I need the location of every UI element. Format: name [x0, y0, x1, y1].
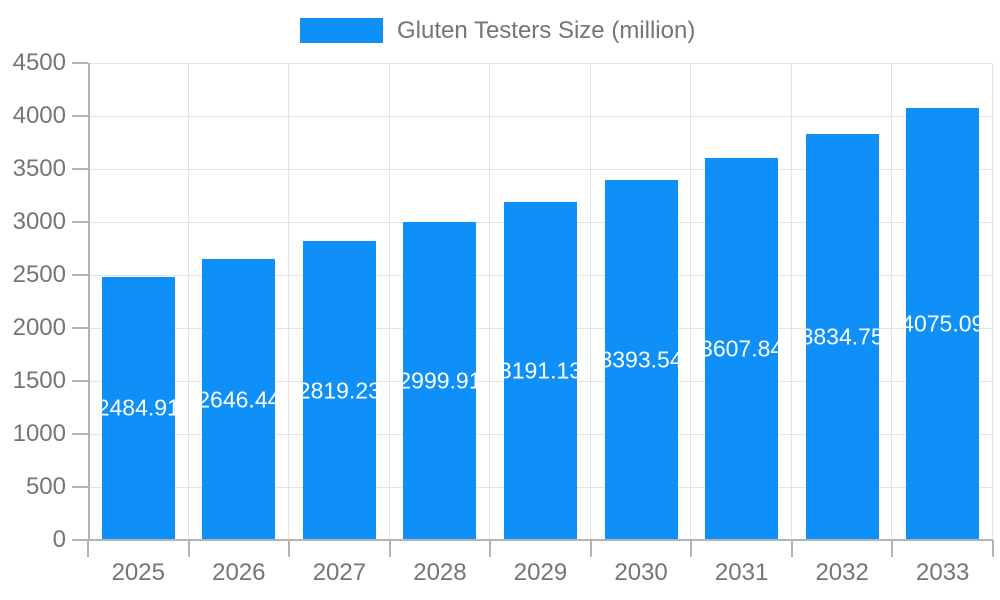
x-tick-label: 2032 [815, 559, 869, 586]
y-axis-tick [72, 221, 88, 223]
bar-value-label: 3191.13 [504, 357, 577, 384]
v-gridline [891, 63, 893, 540]
bar[interactable]: 3834.75 [805, 133, 879, 540]
x-axis-tick [87, 540, 89, 557]
v-gridline [589, 63, 591, 540]
x-tick-label: 2030 [614, 559, 668, 586]
bar-value-label: 3834.75 [805, 323, 879, 350]
y-axis-tick [72, 380, 88, 382]
bar[interactable]: 2484.91 [101, 276, 175, 540]
x-axis-tick [489, 540, 492, 557]
x-tick-label: 2027 [312, 559, 367, 586]
bar-value-label: 2484.91 [101, 394, 175, 421]
v-gridline [288, 63, 290, 540]
y-tick-label: 4500 [12, 49, 66, 76]
v-gridline [992, 63, 993, 540]
y-tick-label: 0 [52, 526, 66, 553]
bar-value-label: 4075.09 [906, 310, 980, 337]
y-tick-label: 4000 [12, 102, 66, 129]
v-gridline [388, 63, 390, 540]
y-axis-tick [72, 115, 88, 117]
bar[interactable]: 2999.91 [403, 222, 477, 540]
y-tick-label: 3000 [12, 208, 66, 235]
bar-value-label: 2819.23 [302, 377, 376, 404]
x-tick-label: 2033 [916, 559, 970, 586]
y-tick-label: 500 [25, 473, 66, 500]
x-tick-label: 2031 [714, 559, 769, 586]
plot-area: 2484.91 2646.44 2819.23 2999.91 3191.13 3393.… [88, 63, 993, 541]
x-tick-label: 2025 [111, 559, 165, 586]
v-gridline [187, 63, 189, 540]
y-axis-tick [72, 168, 88, 170]
bar[interactable]: 3607.84 [705, 157, 779, 540]
x-axis-tick [690, 540, 693, 557]
y-axis-line [88, 63, 90, 540]
x-axis-line [88, 539, 993, 541]
h-gridline [88, 63, 993, 64]
x-axis-tick [790, 540, 793, 557]
x-axis-tick [187, 540, 190, 557]
h-gridline [88, 169, 993, 170]
legend-label: Gluten Testers Size (million) [397, 17, 696, 44]
y-axis-tick [72, 539, 88, 541]
y-axis-tick [72, 433, 88, 435]
h-gridline [88, 116, 993, 117]
x-axis-tick [992, 540, 994, 557]
y-axis-tick [72, 274, 88, 276]
bar-value-label: 2999.91 [403, 367, 477, 394]
v-gridline [790, 63, 792, 540]
y-tick-label: 1500 [12, 367, 66, 394]
x-axis-tick [891, 540, 894, 557]
bar[interactable]: 3191.13 [504, 201, 577, 540]
v-gridline [489, 63, 491, 540]
bar[interactable]: 2819.23 [302, 241, 376, 540]
bar[interactable]: 2646.44 [202, 259, 276, 540]
bar-value-label: 2646.44 [202, 386, 276, 413]
x-axis-tick [388, 540, 391, 557]
x-tick-label: 2028 [413, 559, 467, 586]
v-gridline [690, 63, 692, 540]
bar[interactable]: 3393.54 [604, 180, 678, 540]
bar[interactable]: 4075.09 [906, 108, 980, 540]
bar-value-label: 3393.54 [604, 346, 678, 373]
x-axis-tick [288, 540, 291, 557]
y-tick-label: 2000 [12, 314, 66, 341]
y-axis-tick [72, 62, 88, 64]
y-axis-tick [72, 486, 88, 488]
y-axis-tick [72, 327, 88, 329]
x-tick-label: 2029 [513, 559, 568, 586]
bar-value-label: 3607.84 [705, 335, 779, 362]
y-tick-label: 3500 [12, 155, 66, 182]
y-tick-label: 2500 [12, 261, 66, 288]
legend-swatch-icon [300, 18, 383, 43]
y-tick-label: 1000 [12, 420, 66, 447]
x-tick-label: 2026 [212, 559, 266, 586]
x-axis-tick [589, 540, 592, 557]
legend-item[interactable]: Gluten Testers Size (million) [300, 18, 695, 43]
